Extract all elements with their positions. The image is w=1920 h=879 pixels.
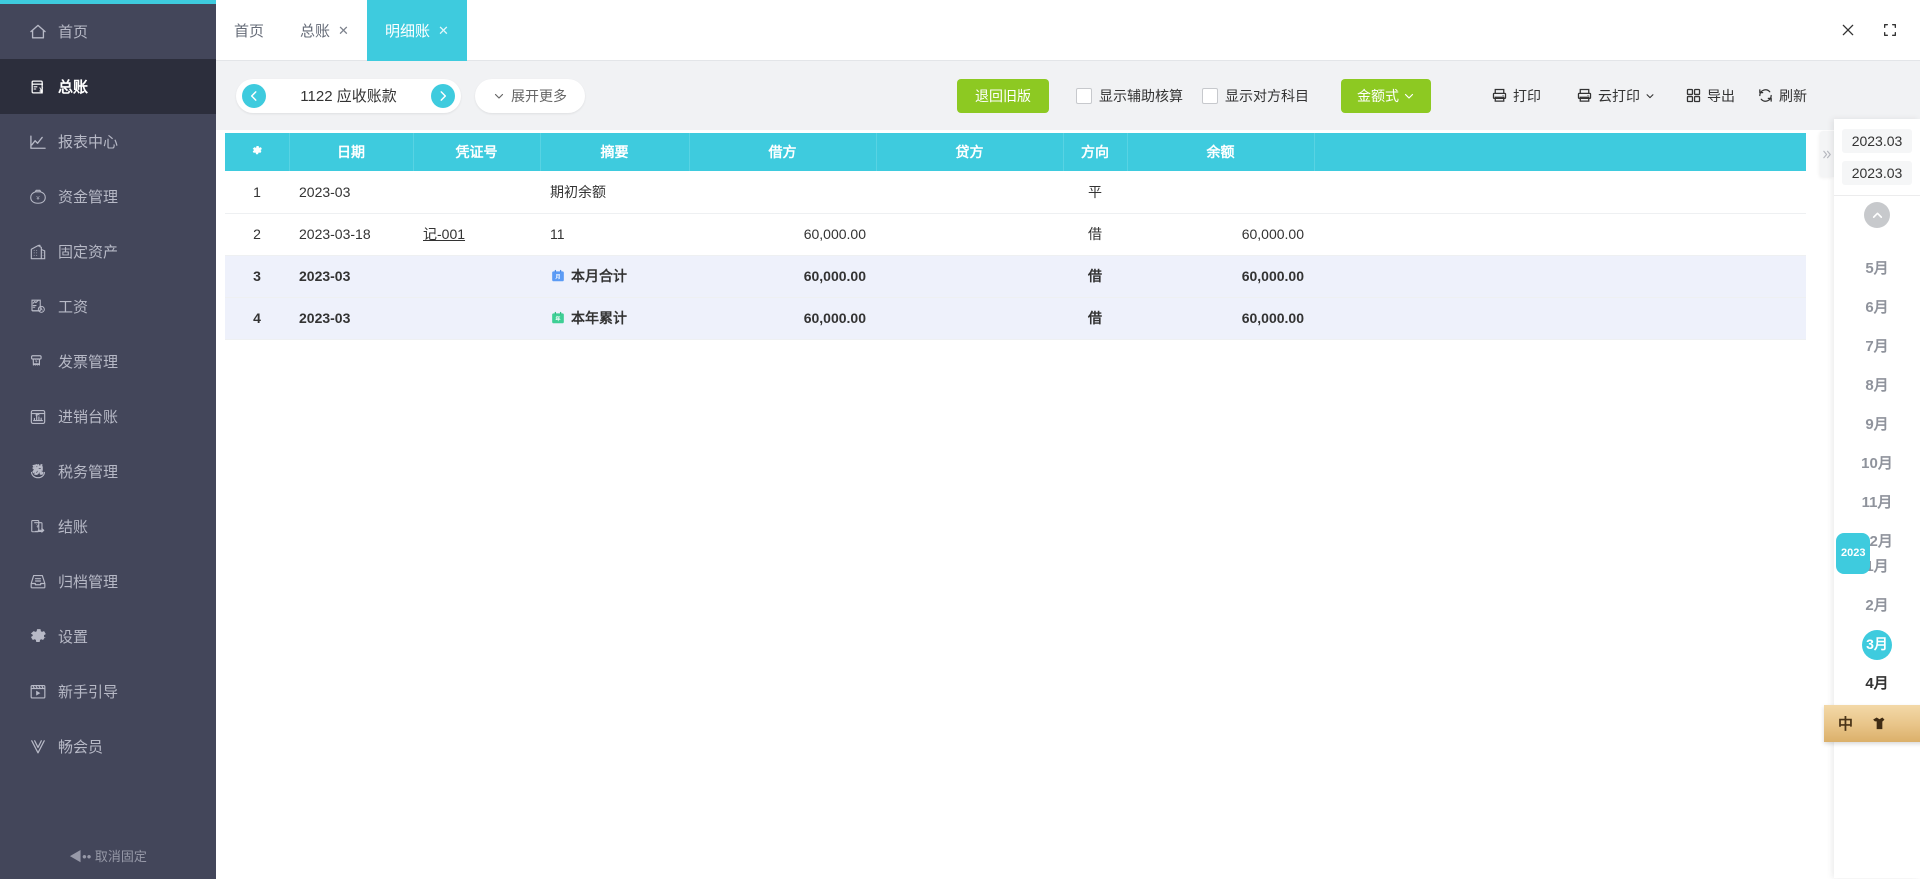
svg-text:¥: ¥ bbox=[36, 523, 39, 529]
svg-text:税: 税 bbox=[33, 463, 44, 476]
svg-text:¥: ¥ bbox=[36, 195, 40, 201]
svg-text:¥: ¥ bbox=[39, 86, 43, 94]
